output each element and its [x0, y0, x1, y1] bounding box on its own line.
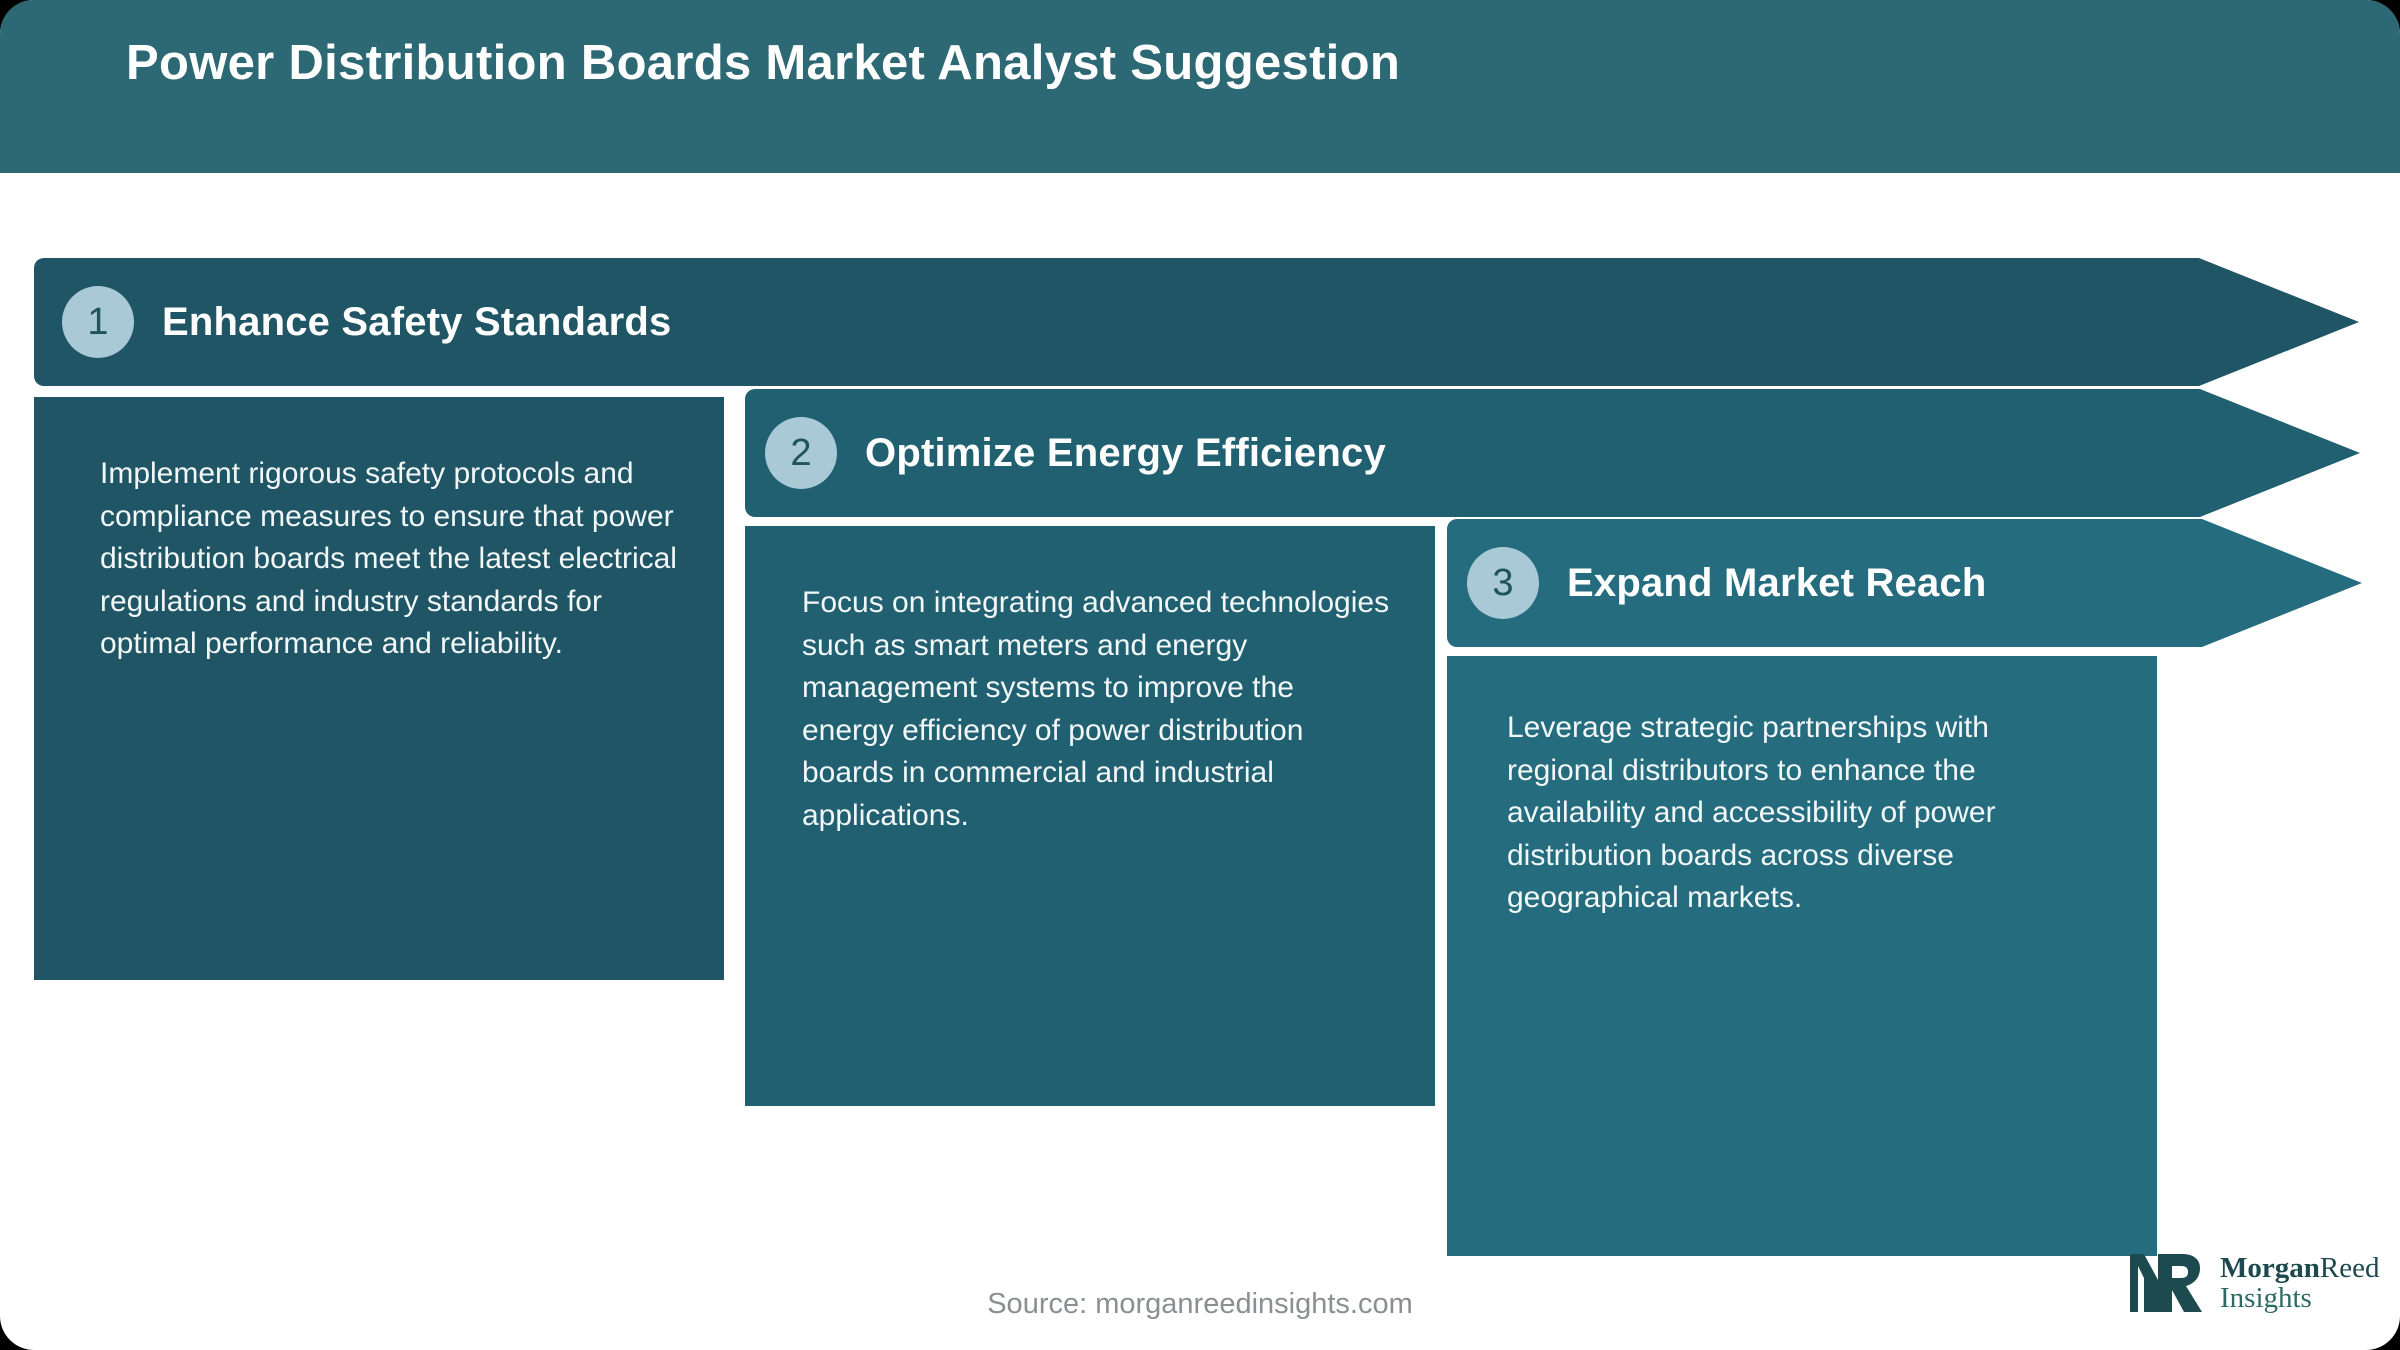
arrow-banner-2	[745, 389, 2365, 517]
arrow-label-3: 3 Expand Market Reach	[1467, 547, 1987, 619]
logo-line-2: Insights	[2220, 1282, 2312, 1314]
suggestion-body-2: Focus on integrating advanced technologi…	[802, 586, 1390, 832]
step-title-1: Enhance Safety Standards	[162, 299, 672, 344]
logo-reed: Reed	[2319, 1251, 2380, 1284]
step-title-3: Expand Market Reach	[1567, 560, 1987, 605]
arrow-banner-3	[1447, 519, 2367, 647]
source-label: Source: morganreedinsights.com	[987, 1288, 1413, 1320]
logo-morgan: Morgan	[2220, 1251, 2320, 1284]
step-title-2: Optimize Energy Efficiency	[865, 430, 1386, 475]
suggestion-card-3: Leverage strategic partnerships with reg…	[1447, 656, 2157, 1256]
page-title: Power Distribution Boards Market Analyst…	[126, 36, 1401, 90]
logo-wordmark: MorganReed Insights	[2220, 1253, 2379, 1313]
suggestion-body-3: Leverage strategic partnerships with reg…	[1507, 711, 1996, 915]
arrow-label-1: 1 Enhance Safety Standards	[62, 286, 671, 358]
suggestion-card-2: Focus on integrating advanced technologi…	[745, 526, 1435, 1106]
step-badge-3: 3	[1467, 547, 1539, 619]
suggestion-card-1: Implement rigorous safety protocols and …	[34, 397, 724, 980]
arrow-label-2: 2 Optimize Energy Efficiency	[765, 417, 1386, 489]
logo-line-1: MorganReed	[2220, 1253, 2379, 1283]
header-bar: Power Distribution Boards Market Analyst…	[0, 0, 2400, 173]
mr-monogram-icon	[2130, 1254, 2202, 1312]
suggestion-body-1: Implement rigorous safety protocols and …	[100, 457, 677, 661]
step-badge-2: 2	[765, 417, 837, 489]
step-badge-1: 1	[62, 286, 134, 358]
brand-logo: MorganReed Insights	[2128, 1252, 2379, 1314]
arrow-banner-1	[34, 258, 2364, 386]
